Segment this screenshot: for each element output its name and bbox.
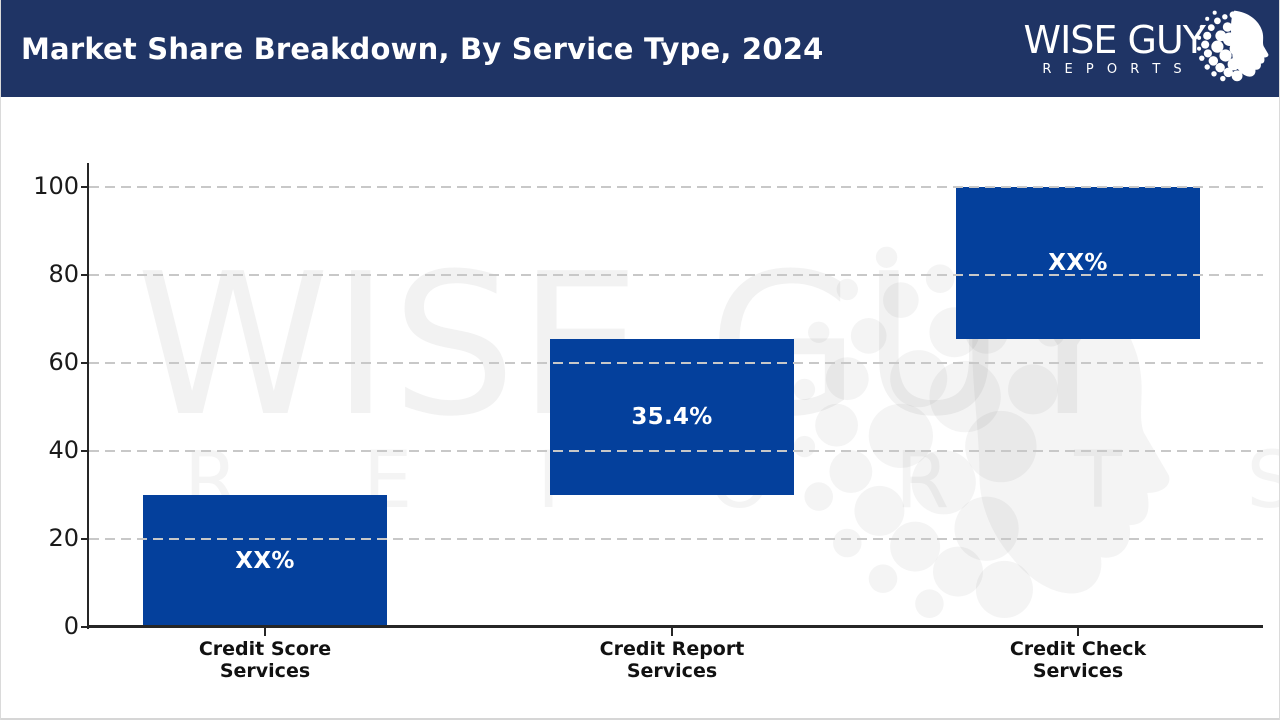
logo-wordmark: WISE GUY (1023, 18, 1206, 62)
y-tick-0 (81, 626, 89, 628)
bar-2: 35.4% (550, 339, 794, 495)
page-title: Market Share Breakdown, By Service Type,… (21, 31, 824, 66)
y-tick-label-100: 100 (33, 172, 79, 200)
gridline-40 (89, 450, 1263, 452)
y-tick-label-80: 80 (48, 260, 79, 288)
gridline-20 (89, 538, 1263, 540)
logo-head-icon (1197, 10, 1269, 82)
logo: WISE GUY R E P O R T S (1023, 0, 1273, 97)
page-bottom-border (1, 718, 1279, 720)
x-tick-2 (671, 628, 673, 636)
y-tick-label-40: 40 (48, 436, 79, 464)
bar-1: XX% (143, 495, 387, 627)
x-axis-line (87, 625, 1263, 628)
x-tick-1 (264, 628, 266, 636)
logo-text: WISE GUY R E P O R T S (1023, 18, 1206, 77)
y-tick-label-20: 20 (48, 524, 79, 552)
gridline-100 (89, 186, 1263, 188)
y-tick-60 (81, 362, 89, 364)
header: Market Share Breakdown, By Service Type,… (1, 0, 1279, 97)
category-label-3: Credit Check Services (1009, 638, 1147, 683)
y-tick-80 (81, 274, 89, 276)
bar-value-label-1: XX% (235, 548, 295, 574)
y-tick-20 (81, 538, 89, 540)
y-tick-label-60: 60 (48, 348, 79, 376)
gridline-60 (89, 362, 1263, 364)
category-label-2: Credit Report Services (599, 638, 745, 683)
category-label-1: Credit Score Services (198, 638, 332, 683)
logo-subtitle: R E P O R T S (1042, 62, 1187, 77)
bar-value-label-2: 35.4% (631, 404, 713, 431)
y-tick-40 (81, 450, 89, 452)
x-tick-3 (1077, 628, 1079, 636)
y-axis-line (87, 163, 89, 629)
y-tick-label-0: 0 (63, 612, 79, 640)
gridline-80 (89, 274, 1263, 276)
bar-3: XX% (956, 187, 1200, 340)
bar-value-label-3: XX% (1048, 250, 1108, 277)
y-tick-100 (81, 186, 89, 188)
